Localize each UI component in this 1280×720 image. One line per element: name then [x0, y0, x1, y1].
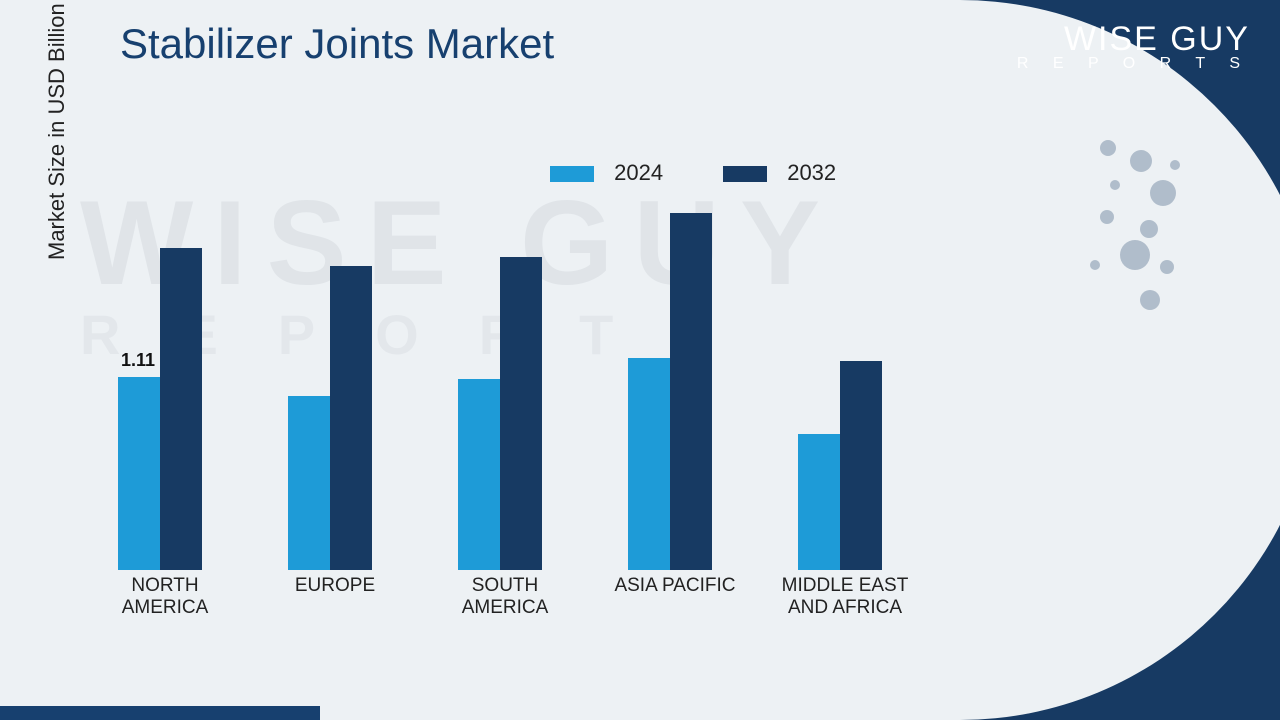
- category-label: ASIA PACIFIC: [610, 575, 740, 597]
- bar-2032: [840, 361, 882, 570]
- brand-logo-line1: WISE GUY: [1017, 20, 1250, 59]
- bottom-accent-strip: [0, 706, 320, 720]
- brand-logo-line2: R E P O R T S: [1017, 55, 1250, 73]
- bar-2024: [118, 377, 160, 570]
- category-label: MIDDLE EAST AND AFRICA: [780, 575, 910, 619]
- bar-2032: [160, 248, 202, 570]
- bar-2032: [330, 266, 372, 570]
- bar-2032: [670, 213, 712, 570]
- bar-2024: [458, 379, 500, 570]
- bar-2024: [628, 358, 670, 570]
- category-label: SOUTH AMERICA: [440, 575, 570, 619]
- bar-2024: [798, 434, 840, 570]
- chart-title: Stabilizer Joints Market: [120, 20, 554, 68]
- bar-2032: [500, 257, 542, 570]
- page: WISE GUY REPORTS Stabilizer Joints Marke…: [0, 0, 1280, 720]
- category-label: EUROPE: [270, 575, 400, 597]
- y-axis-label: Market Size in USD Billion: [44, 3, 70, 260]
- bar-2024: [288, 396, 330, 570]
- chart-area: 1.11NORTH AMERICAEUROPESOUTH AMERICAASIA…: [100, 170, 980, 570]
- bar-value-label: 1.11: [108, 350, 168, 371]
- category-label: NORTH AMERICA: [100, 575, 230, 619]
- brand-logo: WISE GUY R E P O R T S: [1017, 20, 1250, 73]
- plot-area: 1.11NORTH AMERICAEUROPESOUTH AMERICAASIA…: [100, 170, 980, 570]
